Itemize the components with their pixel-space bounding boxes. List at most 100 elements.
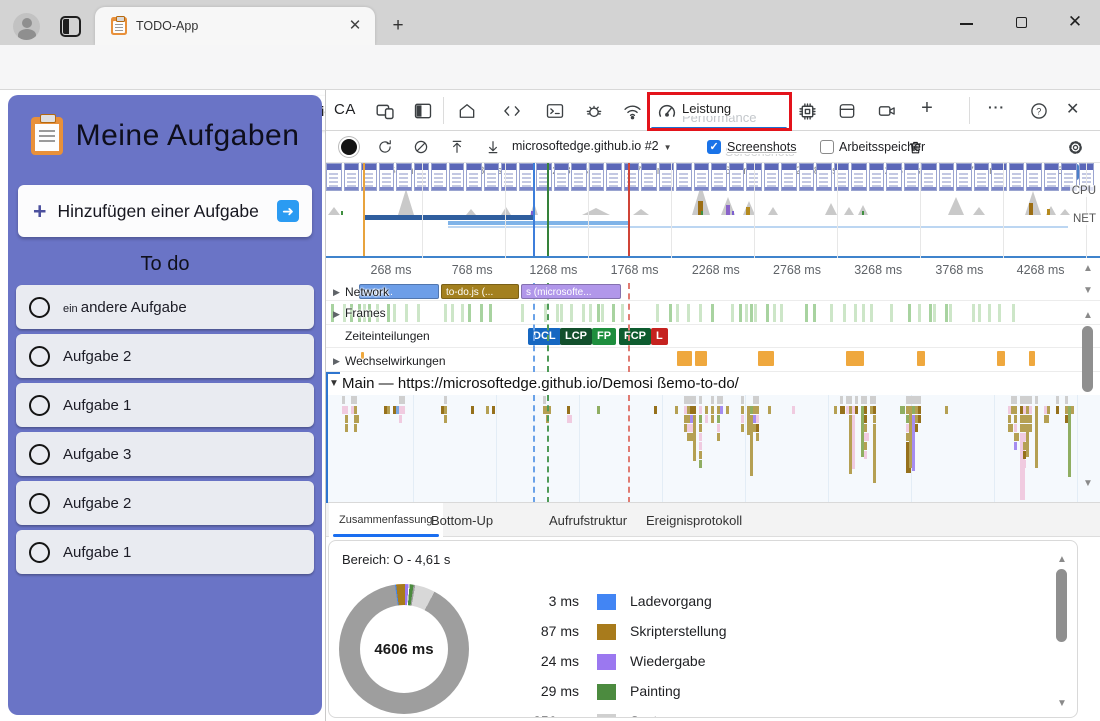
window-maximize-button[interactable] [998, 9, 1044, 43]
screenshot-thumbnail[interactable] [571, 163, 587, 191]
screenshot-thumbnail[interactable] [833, 163, 849, 191]
tab-performance[interactable]: Performance Leistung [649, 93, 792, 130]
window-minimize-button[interactable] [943, 9, 989, 43]
screenshot-thumbnail[interactable] [588, 163, 604, 191]
summary-donut-chart[interactable]: 4606 ms [339, 584, 469, 714]
screenshot-thumbnail[interactable] [816, 163, 832, 191]
network-request-chip[interactable]: o-to-... [359, 284, 439, 299]
screenshot-thumbnail[interactable] [763, 163, 779, 191]
scrollbar-thumb[interactable] [1056, 569, 1067, 642]
issues-bug-icon[interactable] [581, 98, 607, 124]
collapse-triangle-icon[interactable]: ▼ [329, 378, 339, 389]
screenshot-thumbnail[interactable] [973, 163, 989, 191]
screenshot-thumbnail[interactable] [956, 163, 972, 191]
expand-triangle-icon[interactable]: ▶ [333, 287, 340, 297]
timings-track[interactable]: Zeiteinteilungen DCL LCP FP FCP L [326, 325, 1100, 348]
frames-track[interactable]: ▶ Frames [326, 301, 1100, 325]
screenshot-thumbnail[interactable] [781, 163, 797, 191]
main-thread-header[interactable]: ▼ Main — https://microsoftedge.github.io… [326, 372, 1100, 395]
memory-chip-icon[interactable] [794, 98, 820, 124]
screenshot-thumbnail[interactable] [326, 163, 342, 191]
submit-arrow-icon[interactable]: ➜ [277, 200, 299, 222]
scroll-down-icon[interactable]: ▼ [1083, 285, 1093, 296]
network-request-chip[interactable]: to-do.js (... [441, 284, 519, 299]
elements-tab-icon[interactable] [499, 98, 525, 124]
screenshot-thumbnail[interactable] [466, 163, 482, 191]
screenshot-thumbnail[interactable] [711, 163, 727, 191]
task-item[interactable]: Aufgabe 2 [16, 334, 314, 378]
task-radio[interactable] [29, 443, 50, 465]
screenshot-thumbnail[interactable] [448, 163, 464, 191]
task-radio[interactable] [29, 394, 50, 416]
screenshot-thumbnail[interactable] [886, 163, 902, 191]
expand-triangle-icon[interactable]: ▶ [333, 356, 340, 366]
screenshot-thumbnail[interactable] [658, 163, 674, 191]
screenshot-thumbnail[interactable] [1043, 163, 1059, 191]
add-task-button[interactable]: + Hinzufügen einer Aufgabe ➜ [18, 185, 312, 237]
scroll-up-icon[interactable]: ▲ [1083, 310, 1093, 321]
screenshots-checkbox[interactable] [707, 140, 721, 154]
screenshot-thumbnail[interactable] [938, 163, 954, 191]
task-item[interactable]: Aufgabe 1 [16, 383, 314, 427]
task-item[interactable]: Aufgabe 2 [16, 481, 314, 525]
new-tab-button[interactable]: + [392, 15, 404, 36]
drawer-tab-3[interactable]: Aufrufstruktur [549, 512, 628, 528]
screenshot-thumbnail[interactable] [991, 163, 1007, 191]
screenshot-thumbnail[interactable] [746, 163, 762, 191]
network-track[interactable]: o-to-... to-do.js (... s (microsofte... ▶ … [326, 283, 1100, 301]
screenshot-thumbnail[interactable] [501, 163, 517, 191]
flame-chart[interactable] [326, 395, 1100, 503]
scroll-down-icon[interactable]: ▼ [1057, 698, 1067, 709]
screenshot-thumbnail[interactable] [1061, 163, 1077, 191]
device-emulation-icon[interactable] [372, 98, 398, 124]
browser-tab[interactable]: TODO-App ✕ [95, 7, 375, 45]
drawer-tab-4[interactable]: Ereignisprotokoll [646, 512, 743, 528]
scroll-up-icon[interactable]: ▲ [1083, 263, 1093, 274]
drawer-tab-1[interactable]: Zusammenfassung [329, 503, 443, 537]
screenshot-thumbnail[interactable] [1008, 163, 1024, 191]
scroll-up-icon[interactable]: ▲ [1057, 554, 1067, 565]
recorder-camera-icon[interactable] [874, 98, 900, 124]
screenshot-thumbnail[interactable] [553, 163, 569, 191]
range-handle-right[interactable] [1074, 164, 1079, 180]
task-radio[interactable] [29, 296, 50, 318]
task-radio[interactable] [29, 541, 50, 563]
tab-close-icon[interactable]: ✕ [348, 17, 362, 34]
screenshot-thumbnail[interactable] [518, 163, 534, 191]
profile-selector[interactable]: microsoftedge.github.io #2 ▼ [512, 139, 672, 153]
profile-avatar[interactable] [13, 13, 40, 40]
more-tabs-icon[interactable]: + [921, 97, 933, 119]
screenshot-thumbnail[interactable] [536, 163, 552, 191]
scroll-down-icon[interactable]: ▼ [1083, 478, 1093, 489]
task-item[interactable]: ein andere Aufgabe [16, 285, 314, 329]
screenshot-thumbnail[interactable] [693, 163, 709, 191]
screenshot-thumbnail[interactable] [623, 163, 639, 191]
task-item[interactable]: Aufgabe 3 [16, 432, 314, 476]
settings-gear-icon[interactable] [1064, 136, 1086, 158]
application-tab-icon[interactable] [834, 98, 860, 124]
dock-side-icon[interactable] [410, 98, 436, 124]
devtools-menu-icon[interactable]: ··· [988, 99, 1005, 115]
screenshot-thumbnail[interactable] [641, 163, 657, 191]
console-tab-icon[interactable] [542, 98, 568, 124]
window-close-button[interactable]: ✕ [1067, 12, 1083, 31]
screenshot-thumbnail[interactable] [728, 163, 744, 191]
screenshot-thumbnail[interactable] [606, 163, 622, 191]
tab-actions-icon[interactable] [60, 16, 81, 37]
scrollbar-thumb[interactable] [1082, 326, 1093, 392]
screenshot-thumbnail[interactable] [378, 163, 394, 191]
interactions-track[interactable]: ▶ Wechselwirkungen [326, 348, 1100, 372]
task-radio[interactable] [29, 345, 50, 367]
screenshot-thumbnail[interactable] [483, 163, 499, 191]
screenshot-thumbnail[interactable] [798, 163, 814, 191]
screenshot-filmstrip[interactable] [326, 163, 1099, 191]
screenshot-thumbnail[interactable] [851, 163, 867, 191]
network-tab-icon[interactable] [619, 98, 645, 124]
screenshot-thumbnail[interactable] [903, 163, 919, 191]
screenshot-thumbnail[interactable] [676, 163, 692, 191]
clear-recording-icon[interactable] [410, 136, 432, 158]
screenshot-thumbnail[interactable] [396, 163, 412, 191]
main-thread-section[interactable]: ▼ Main — https://microsoftedge.github.io… [326, 372, 1100, 503]
screenshot-thumbnail[interactable] [921, 163, 937, 191]
